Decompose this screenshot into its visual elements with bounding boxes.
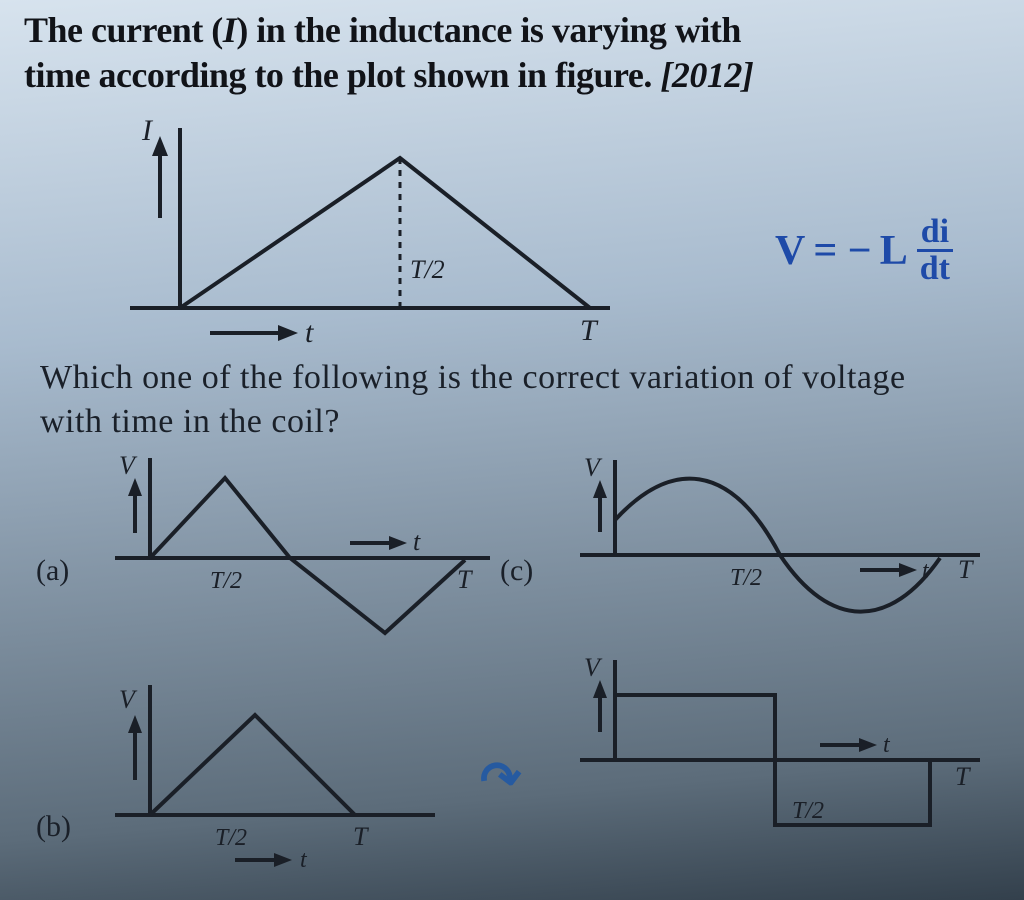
opt-d-T: T (955, 762, 971, 791)
opt-b-T2: T/2 (215, 825, 247, 851)
opt-c-T2: T/2 (730, 565, 762, 591)
formula-eq: = − (813, 230, 871, 272)
formula: V = − L di dt (775, 215, 954, 286)
q-sym-I: I (223, 10, 237, 50)
formula-L: L (880, 230, 908, 272)
opt-b-T: T (353, 822, 369, 851)
opt-c-V: V (584, 453, 603, 482)
option-d-chart: V t T/2 T (560, 650, 990, 860)
formula-num: di (917, 215, 953, 252)
formula-V: V (775, 230, 805, 272)
opt-c-T: T (958, 555, 974, 584)
correct-tick-icon: ↷ (476, 747, 526, 810)
opt-d-t: t (883, 732, 891, 758)
y-axis-label-I: I (141, 114, 154, 147)
question-followup: Which one of the following is the correc… (40, 356, 960, 443)
option-b-chart: V T/2 t T (95, 670, 455, 870)
page-root: The current (I) in the inductance is var… (0, 0, 1024, 900)
formula-den: dt (916, 252, 954, 286)
opt-d-T2: T/2 (792, 798, 824, 824)
opt-b-V: V (119, 685, 138, 714)
q-line1-pre: The current ( (24, 10, 223, 50)
opt-a-t: t (413, 527, 421, 556)
option-c-label: (c) (500, 554, 533, 588)
opt-b-t: t (300, 847, 308, 870)
q-year: [2012] (660, 55, 753, 95)
opt-d-V: V (584, 653, 603, 682)
option-a-chart: V t T/2 T (95, 448, 515, 638)
opt-a-T: T (457, 565, 473, 594)
option-c-chart: V T/2 t T (560, 450, 990, 630)
formula-frac: di dt (916, 215, 954, 286)
q-line1-post: ) in the inductance is varying with (236, 10, 741, 50)
main-mark-T2: T/2 (410, 255, 445, 284)
x-axis-label-t: t (305, 316, 314, 349)
q-line2: time according to the plot shown in figu… (24, 55, 660, 95)
opt-a-T2: T/2 (210, 568, 242, 594)
option-b-label: (b) (36, 810, 71, 844)
opt-a-V: V (119, 451, 138, 480)
main-chart: I t T/2 T (110, 108, 630, 358)
main-mark-T: T (580, 314, 599, 347)
question-text: The current (I) in the inductance is var… (24, 8, 994, 98)
option-a-label: (a) (36, 554, 69, 588)
